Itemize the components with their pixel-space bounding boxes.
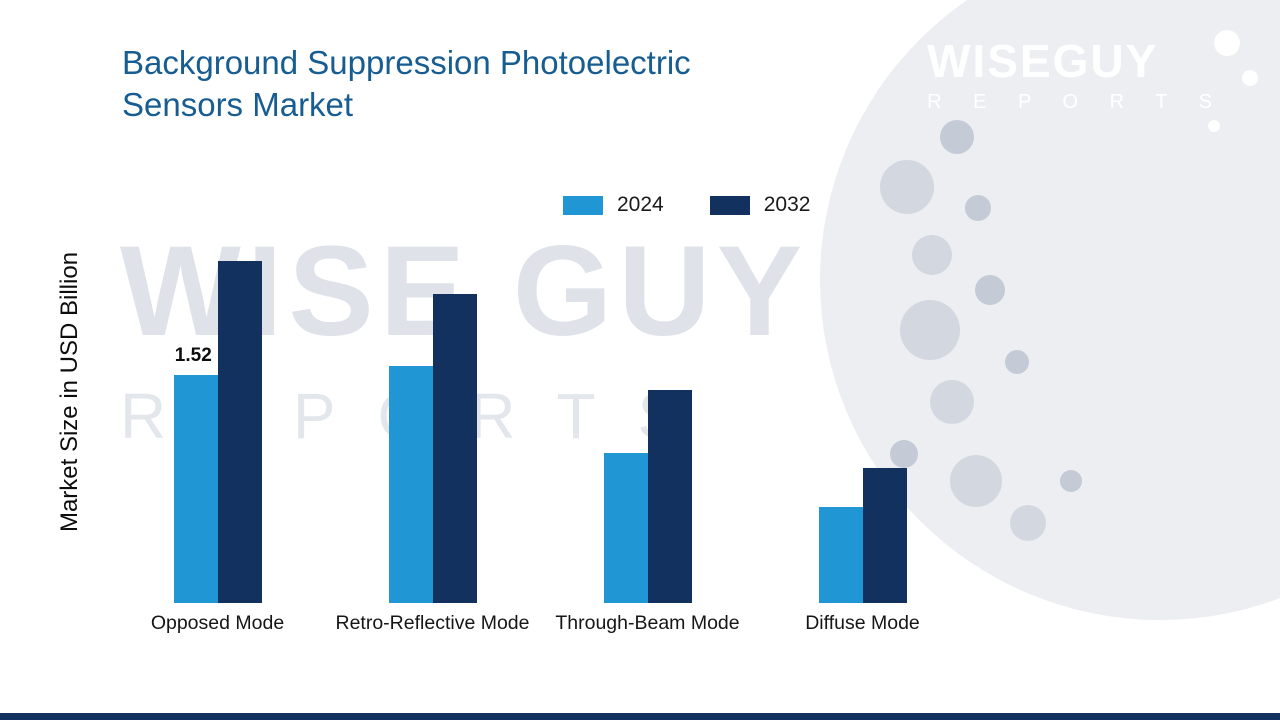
bar-2032-retro-reflective-mode (432, 294, 477, 603)
decor-dot (940, 120, 974, 154)
decor-dot (1005, 350, 1029, 374)
bar-group-retro-reflective-mode (388, 243, 477, 603)
legend-item-2032: 2032 (709, 193, 811, 217)
decor-dot (1214, 30, 1240, 56)
decor-dot (965, 195, 991, 221)
category-label-opposed-mode: Opposed Mode (150, 612, 285, 634)
legend-label-2024: 2024 (617, 193, 664, 216)
category-label-through-beam-mode: Through-Beam Mode (555, 612, 740, 634)
bar-2024-through-beam-mode (603, 453, 648, 603)
legend-swatch-2024 (563, 195, 603, 215)
chart-plot: 1.52 (110, 243, 970, 603)
decor-dot (912, 235, 952, 275)
bar-group-opposed-mode: 1.52 (173, 243, 262, 603)
category-label-diffuse-mode: Diffuse Mode (805, 612, 920, 634)
decor-dot (1242, 70, 1258, 86)
decor-dot (890, 440, 918, 468)
decor-dot (900, 300, 960, 360)
legend-item-2024: 2024 (563, 193, 664, 217)
category-label-retro-reflective-mode: Retro-Reflective Mode (335, 612, 530, 634)
decor-dot (950, 455, 1002, 507)
decor-dot (1060, 470, 1082, 492)
bar-2032-diffuse-mode (862, 468, 907, 603)
bar-group-through-beam-mode (603, 243, 692, 603)
bar-2032-opposed-mode (217, 261, 262, 603)
bottom-accent-bar (0, 713, 1280, 720)
bar-group-diffuse-mode (818, 243, 907, 603)
decor-dot (880, 160, 934, 214)
wiseguy-reports-logo: WISEGUY R E P O R T S (927, 38, 1225, 112)
decor-dot (975, 275, 1005, 305)
logo-line-1: WISEGUY (927, 35, 1159, 87)
bar-2032-through-beam-mode (647, 390, 692, 603)
y-axis-label: Market Size in USD Billion (56, 251, 83, 533)
decor-dot (1208, 120, 1220, 132)
bar-2024-opposed-mode: 1.52 (173, 345, 218, 603)
legend: 2024 2032 (563, 193, 810, 217)
bar-value-label: 1.52 (174, 345, 212, 366)
decor-dot (930, 380, 974, 424)
category-axis: Opposed Mode Retro-Reflective Mode Through… (110, 612, 970, 636)
chart-title: Background Suppression Photoelectric Sen… (122, 44, 691, 124)
logo-line-2: R E P O R T S (927, 91, 1225, 113)
legend-swatch-2032 (709, 195, 750, 215)
bar-2024-retro-reflective-mode (388, 366, 433, 603)
legend-label-2032: 2032 (763, 193, 811, 216)
bar-2024-diffuse-mode (818, 507, 863, 603)
decor-dot (1010, 505, 1046, 541)
